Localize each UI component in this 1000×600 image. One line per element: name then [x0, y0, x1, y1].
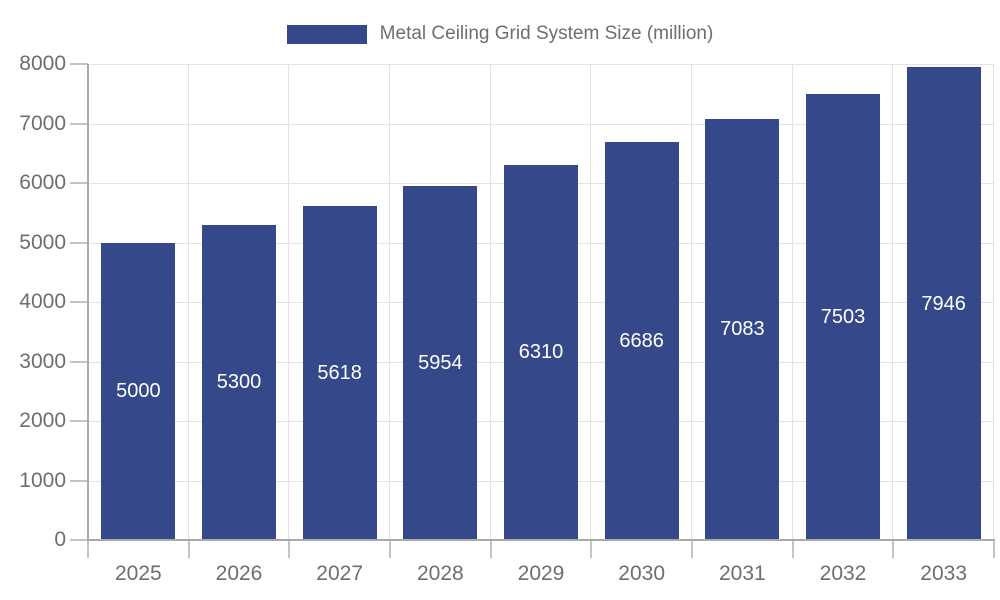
y-tick-label: 0: [54, 528, 66, 551]
x-tick-label: 2032: [819, 562, 867, 585]
bar: 7503: [806, 93, 880, 540]
bar-value-label: 6686: [619, 330, 664, 353]
x-tick-label: 2029: [517, 562, 565, 585]
bar-value-label: 5000: [116, 380, 161, 403]
bar: 7083: [705, 118, 780, 540]
x-tick: [288, 541, 291, 558]
x-tick: [187, 541, 190, 558]
bar-value-label: 7503: [820, 305, 866, 328]
plot-area: 5000 5300 5618 5954 6310 6686 7083 7503 7946: [88, 64, 994, 540]
x-tick-label: 2027: [316, 562, 364, 585]
bar-value-label: 6310: [518, 341, 564, 364]
bar: 5300: [202, 224, 276, 540]
x-tick-label: 2028: [416, 562, 464, 585]
x-gridline: [892, 64, 894, 540]
x-gridline: [993, 64, 994, 540]
x-axis-line: [87, 539, 995, 541]
bar: 5954: [403, 185, 478, 540]
bar: 7946: [906, 67, 981, 540]
bar: 5000: [101, 242, 176, 540]
y-tick: [70, 182, 88, 184]
x-tick: [892, 541, 895, 558]
y-gridline: [88, 123, 994, 125]
y-tick-label: 8000: [19, 52, 66, 75]
x-tick-label: 2031: [718, 562, 766, 585]
legend-swatch: [286, 24, 367, 44]
y-tick-label: 1000: [19, 468, 66, 492]
y-tick: [70, 360, 88, 363]
x-tick-label: 2025: [114, 562, 162, 585]
bar-value-label: 7946: [921, 292, 966, 315]
x-gridline: [489, 64, 491, 540]
legend-label: Metal Ceiling Grid System Size (million): [379, 23, 714, 44]
y-tick-label: 4000: [19, 290, 66, 313]
x-tick: [389, 541, 391, 558]
y-tick: [70, 63, 88, 65]
x-gridline: [288, 64, 290, 540]
y-tick: [70, 122, 88, 125]
x-tick: [87, 541, 89, 558]
x-tick-label: 2030: [618, 562, 666, 585]
y-gridline: [88, 64, 994, 65]
y-tick: [70, 479, 88, 482]
bar: 6686: [604, 142, 679, 540]
x-tick: [489, 541, 492, 558]
y-axis-line: [87, 64, 89, 540]
x-tick: [691, 541, 693, 558]
bar-value-label: 7083: [720, 318, 765, 341]
x-gridline: [691, 64, 692, 540]
y-tick: [70, 241, 88, 244]
x-tick-label: 2026: [215, 562, 263, 585]
x-gridline: [791, 64, 793, 540]
x-tick-label: 2033: [920, 562, 968, 585]
y-tick: [70, 301, 88, 303]
y-tick-label: 5000: [19, 230, 66, 254]
y-tick-label: 3000: [19, 349, 66, 373]
bar-value-label: 5300: [216, 371, 262, 394]
x-gridline: [389, 64, 390, 540]
bar: 5618: [302, 205, 377, 540]
y-tick: [70, 420, 88, 422]
bar: 6310: [504, 164, 578, 540]
y-tick-label: 6000: [19, 171, 66, 194]
x-gridline: [187, 64, 189, 540]
bar-value-label: 5954: [418, 351, 463, 374]
legend: Metal Ceiling Grid System Size (million): [0, 20, 1000, 48]
y-tick-label: 2000: [19, 409, 66, 432]
x-tick: [590, 541, 593, 558]
x-gridline: [590, 64, 592, 540]
y-tick-label: 7000: [19, 111, 66, 135]
x-tick: [993, 541, 995, 558]
bar-value-label: 5618: [317, 361, 362, 384]
y-tick: [70, 539, 88, 541]
x-tick: [791, 541, 794, 558]
